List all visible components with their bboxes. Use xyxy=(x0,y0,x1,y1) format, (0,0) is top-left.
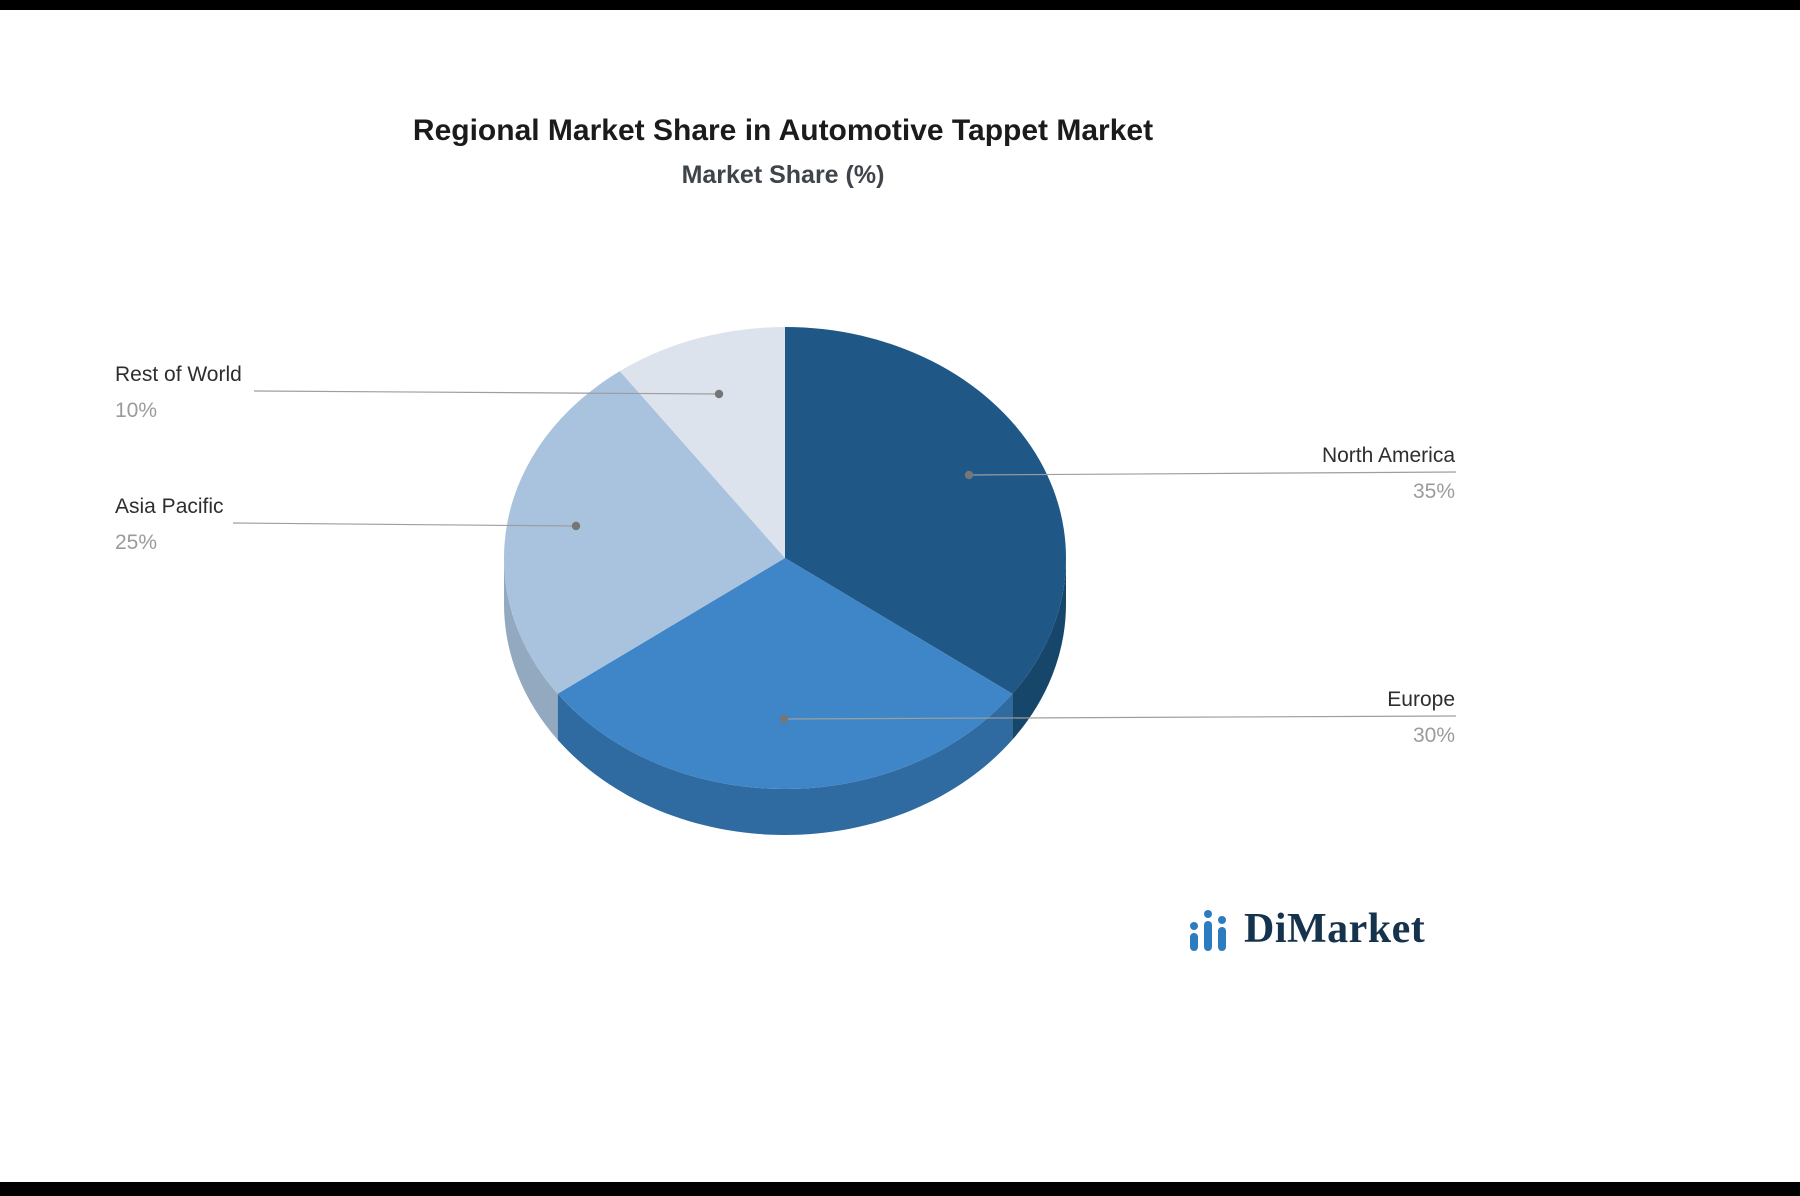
pie-slice-europe xyxy=(557,558,1013,789)
leader-line-asia-pacific xyxy=(232,522,577,527)
slice-callout-asia-pacific: Asia Pacific 25% xyxy=(115,495,224,554)
pie-slice-asia-pacific xyxy=(504,371,785,694)
leader-dot-north-america xyxy=(964,470,974,480)
slice-value-europe: 30% xyxy=(1412,724,1455,747)
pie-slice-side-europe xyxy=(557,693,1013,836)
bottom-border-bar xyxy=(0,1182,1800,1196)
leader-dot-asia-pacific xyxy=(571,521,581,531)
slice-label-europe: Europe xyxy=(1387,688,1455,711)
slice-value-rest-of-world: 10% xyxy=(115,399,158,422)
leader-line-north-america xyxy=(968,471,1457,476)
slice-value-asia-pacific: 25% xyxy=(115,531,158,554)
pie-slice-rest-of-world xyxy=(619,327,785,558)
slice-value-north-america: 35% xyxy=(1412,480,1455,503)
brand-logo: DiMarket xyxy=(1186,904,1425,954)
pie-slice-side-asia-pacific xyxy=(504,558,558,740)
slice-label-asia-pacific: Asia Pacific xyxy=(115,495,224,518)
chart-subtitle: Market Share (%) xyxy=(681,161,885,189)
bar-chart-icon xyxy=(1190,910,1226,951)
chart-title: Regional Market Share in Automotive Tapp… xyxy=(412,114,1154,147)
slice-label-rest-of-world: Rest of World xyxy=(115,363,242,386)
pie-slice-side-north-america xyxy=(1012,558,1066,740)
top-border-bar xyxy=(0,0,1800,10)
leader-dot-europe xyxy=(779,714,789,724)
leader-line-europe xyxy=(783,715,1457,720)
brand-name: DiMarket xyxy=(1244,906,1426,952)
title-block: Regional Market Share in Automotive Tapp… xyxy=(0,112,1566,190)
leader-line-rest-of-world xyxy=(253,390,720,395)
leader-dot-rest-of-world xyxy=(714,389,724,399)
slice-callout-rest-of-world: Rest of World 10% xyxy=(115,363,242,422)
slice-callout-europe: Europe 30% xyxy=(1387,688,1455,747)
slice-label-north-america: North America xyxy=(1321,444,1455,467)
pie-slice-north-america xyxy=(785,327,1066,694)
slice-callout-north-america: North America 35% xyxy=(1322,444,1455,503)
